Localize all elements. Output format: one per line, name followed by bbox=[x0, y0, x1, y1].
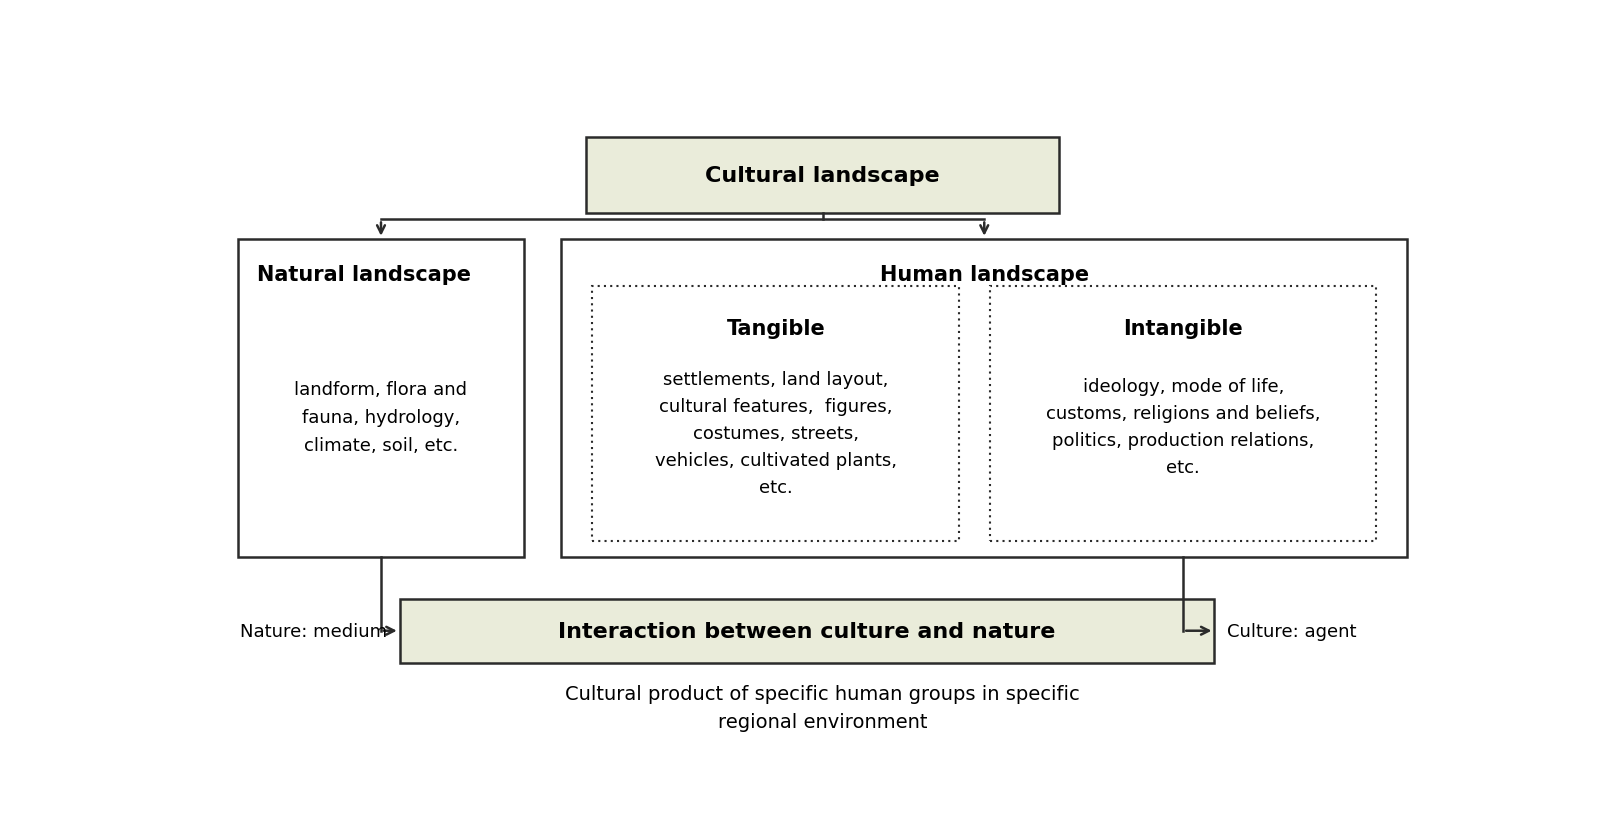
Text: Cultural product of specific human groups in specific
regional environment: Cultural product of specific human group… bbox=[565, 684, 1080, 731]
Text: Natural landscape: Natural landscape bbox=[257, 265, 470, 284]
Text: Cultural landscape: Cultural landscape bbox=[705, 165, 941, 185]
Bar bbox=[238, 239, 523, 557]
Bar bbox=[562, 239, 1408, 557]
Text: Tangible: Tangible bbox=[727, 318, 825, 338]
Bar bbox=[586, 137, 1059, 214]
Text: settlements, land layout,
cultural features,  figures,
costumes, streets,
vehicl: settlements, land layout, cultural featu… bbox=[655, 370, 897, 497]
Text: Interaction between culture and nature: Interaction between culture and nature bbox=[559, 621, 1056, 641]
Bar bbox=[990, 287, 1375, 542]
Text: Nature: medium: Nature: medium bbox=[241, 622, 387, 640]
Text: Human landscape: Human landscape bbox=[880, 265, 1088, 284]
Text: ideology, mode of life,
customs, religions and beliefs,
politics, production rel: ideology, mode of life, customs, religio… bbox=[1046, 378, 1321, 477]
Text: landform, flora and
fauna, hydrology,
climate, soil, etc.: landform, flora and fauna, hydrology, cl… bbox=[294, 381, 467, 454]
Text: Culture: agent: Culture: agent bbox=[1226, 622, 1356, 640]
Bar bbox=[592, 287, 960, 542]
Bar bbox=[400, 599, 1215, 662]
Text: Intangible: Intangible bbox=[1124, 318, 1244, 338]
